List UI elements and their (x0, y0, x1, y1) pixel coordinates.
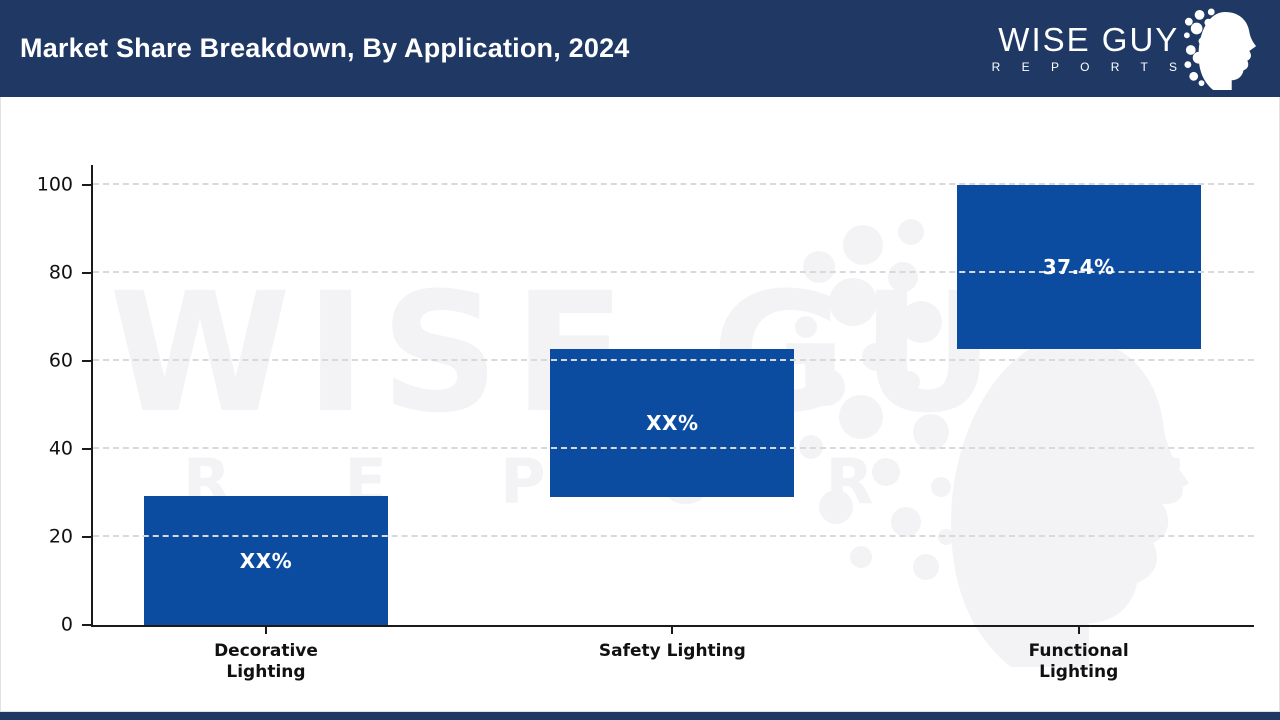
x-tick-mark (264, 625, 267, 634)
x-category-label: Decorative Lighting (214, 641, 318, 683)
plot-area: 0 20 40 60 80 100 XX% Decorative Lighting XX% Saf… (37, 165, 1254, 682)
y-tick-label: 20 (48, 525, 73, 548)
brand-logo-subtitle: R E P O R T S (991, 59, 1186, 74)
y-tick-label: 40 (48, 437, 73, 460)
y-tick-label: 0 (60, 613, 73, 636)
bar-value-label: 37.4% (1042, 255, 1115, 280)
x-tick-mark (671, 625, 674, 634)
gridline (93, 534, 1254, 537)
y-tick-mark (82, 183, 91, 186)
bar-3 (956, 184, 1201, 350)
bar-value-label: XX% (646, 411, 699, 436)
brand-face-icon (1183, 8, 1257, 90)
y-tick-mark (82, 624, 91, 626)
y-tick-mark (82, 359, 91, 362)
y-tick-label: 60 (48, 349, 73, 372)
x-category-label: Functional Lighting (1028, 641, 1129, 683)
x-tick-mark (1077, 625, 1080, 634)
footer-bar (0, 712, 1280, 720)
gridline (93, 270, 1254, 273)
y-tick-mark (82, 271, 91, 274)
gridline (93, 358, 1254, 361)
y-tick-label: 80 (48, 261, 73, 284)
bar-1 (144, 496, 388, 625)
y-tick-mark (82, 535, 91, 538)
gridline (93, 182, 1254, 185)
brand-logo-wordmark: WISE GUY (998, 21, 1180, 59)
header-bar: Market Share Breakdown, By Application, … (0, 0, 1280, 97)
y-tick-mark (82, 447, 91, 450)
x-category-label: Safety Lighting (598, 641, 746, 661)
brand-logo: WISE GUY R E P O R T S (992, 8, 1260, 90)
chart-canvas: WISE GUY R E P O R T S 020406080100XX%De… (0, 97, 1280, 712)
page-title: Market Share Breakdown, By Application, … (20, 33, 630, 63)
bar-2 (550, 349, 795, 497)
bar-value-label: XX% (239, 548, 293, 573)
y-tick-label: 100 (36, 173, 73, 196)
gridline (93, 446, 1254, 449)
